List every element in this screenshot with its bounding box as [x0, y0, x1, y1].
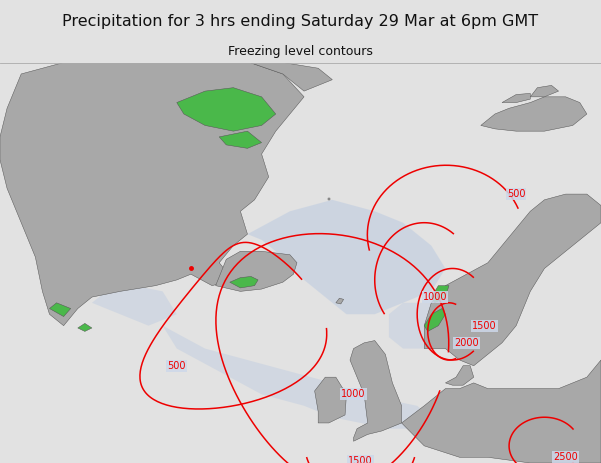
Polygon shape: [233, 57, 332, 91]
Polygon shape: [424, 308, 445, 332]
Polygon shape: [0, 57, 304, 325]
Polygon shape: [432, 286, 449, 303]
Polygon shape: [49, 303, 71, 317]
Polygon shape: [336, 298, 344, 304]
Text: 500: 500: [507, 189, 525, 199]
Text: 1000: 1000: [341, 389, 366, 400]
Polygon shape: [163, 325, 432, 429]
Text: 1500: 1500: [349, 456, 373, 463]
Polygon shape: [315, 377, 346, 423]
Text: 1500: 1500: [472, 321, 496, 331]
Polygon shape: [92, 286, 177, 325]
Polygon shape: [401, 360, 601, 463]
Polygon shape: [389, 303, 445, 349]
Text: 500: 500: [168, 361, 186, 371]
Polygon shape: [216, 251, 297, 291]
Polygon shape: [230, 276, 258, 288]
Text: Precipitation for 3 hrs ending Saturday 29 Mar at 6pm GMT: Precipitation for 3 hrs ending Saturday …: [63, 14, 538, 29]
Polygon shape: [219, 131, 261, 148]
Polygon shape: [248, 200, 445, 314]
Polygon shape: [424, 194, 601, 366]
Polygon shape: [502, 94, 530, 103]
Polygon shape: [530, 85, 558, 97]
Text: 1000: 1000: [423, 292, 447, 302]
Polygon shape: [78, 323, 92, 332]
Text: 2500: 2500: [554, 452, 578, 462]
Polygon shape: [177, 88, 276, 131]
Polygon shape: [445, 366, 474, 385]
Text: 2000: 2000: [454, 338, 479, 348]
Polygon shape: [481, 97, 587, 131]
Text: Freezing level contours: Freezing level contours: [228, 45, 373, 58]
Polygon shape: [350, 341, 401, 441]
